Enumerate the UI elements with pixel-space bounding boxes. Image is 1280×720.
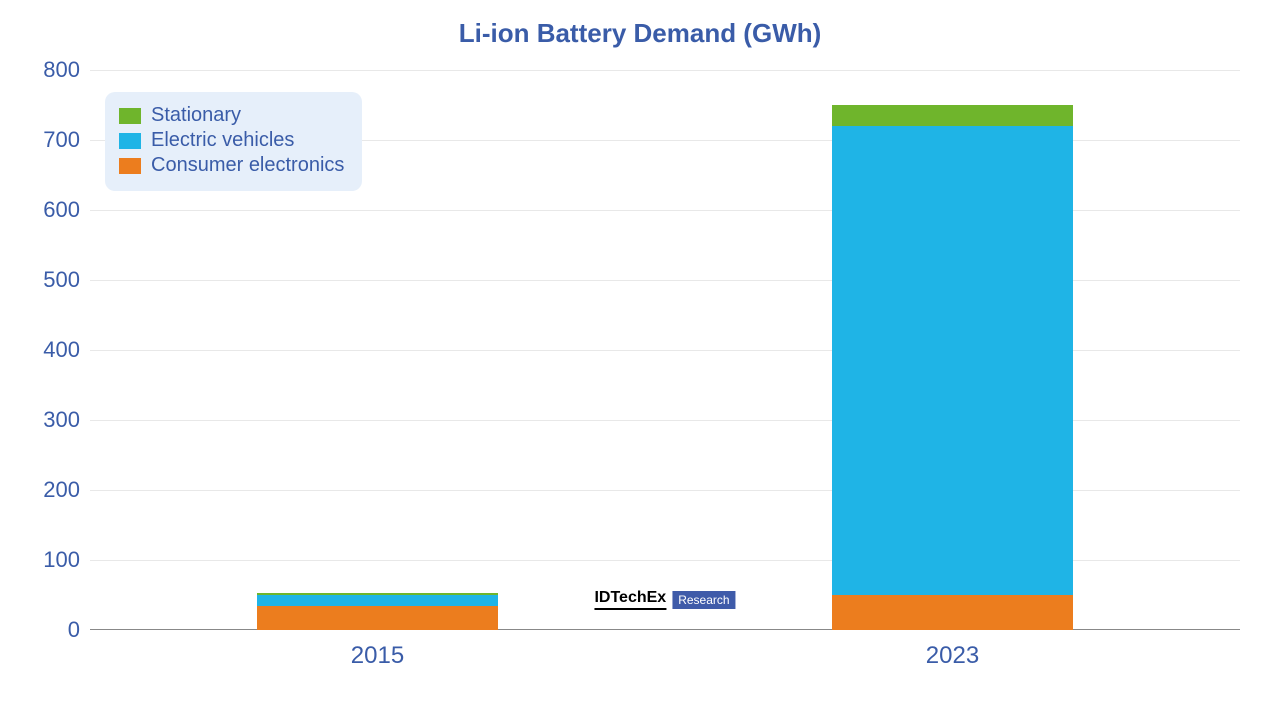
legend-swatch (119, 158, 141, 174)
y-tick-label: 0 (5, 617, 80, 643)
y-tick-label: 400 (5, 337, 80, 363)
x-tick-label: 2015 (351, 642, 404, 670)
legend-item-stationary: Stationary (119, 104, 344, 127)
gridline (90, 70, 1240, 71)
segment-stationary (257, 593, 499, 595)
legend-label: Electric vehicles (151, 129, 294, 152)
bar-2023 (832, 105, 1074, 630)
y-tick-label: 800 (5, 57, 80, 83)
segment-electric_vehicles (257, 595, 499, 606)
x-tick-label: 2023 (926, 642, 979, 670)
legend-label: Consumer electronics (151, 154, 344, 177)
y-tick-label: 500 (5, 267, 80, 293)
chart-title: Li-ion Battery Demand (GWh) (0, 18, 1280, 49)
y-tick-label: 100 (5, 547, 80, 573)
segment-consumer_electronics (832, 595, 1074, 630)
attribution: IDTechEx Research (594, 589, 735, 610)
legend-label: Stationary (151, 104, 241, 127)
legend-swatch (119, 108, 141, 124)
bar-2015 (257, 593, 499, 630)
y-tick-label: 700 (5, 127, 80, 153)
attribution-badge: Research (672, 591, 735, 609)
legend-swatch (119, 133, 141, 149)
segment-electric_vehicles (832, 126, 1074, 595)
segment-consumer_electronics (257, 606, 499, 631)
y-tick-label: 300 (5, 407, 80, 433)
legend-item-electric_vehicles: Electric vehicles (119, 129, 344, 152)
legend: StationaryElectric vehiclesConsumer elec… (105, 92, 362, 191)
legend-item-consumer_electronics: Consumer electronics (119, 154, 344, 177)
y-tick-label: 600 (5, 197, 80, 223)
attribution-brand: IDTechEx (594, 589, 666, 610)
y-tick-label: 200 (5, 477, 80, 503)
segment-stationary (832, 105, 1074, 126)
